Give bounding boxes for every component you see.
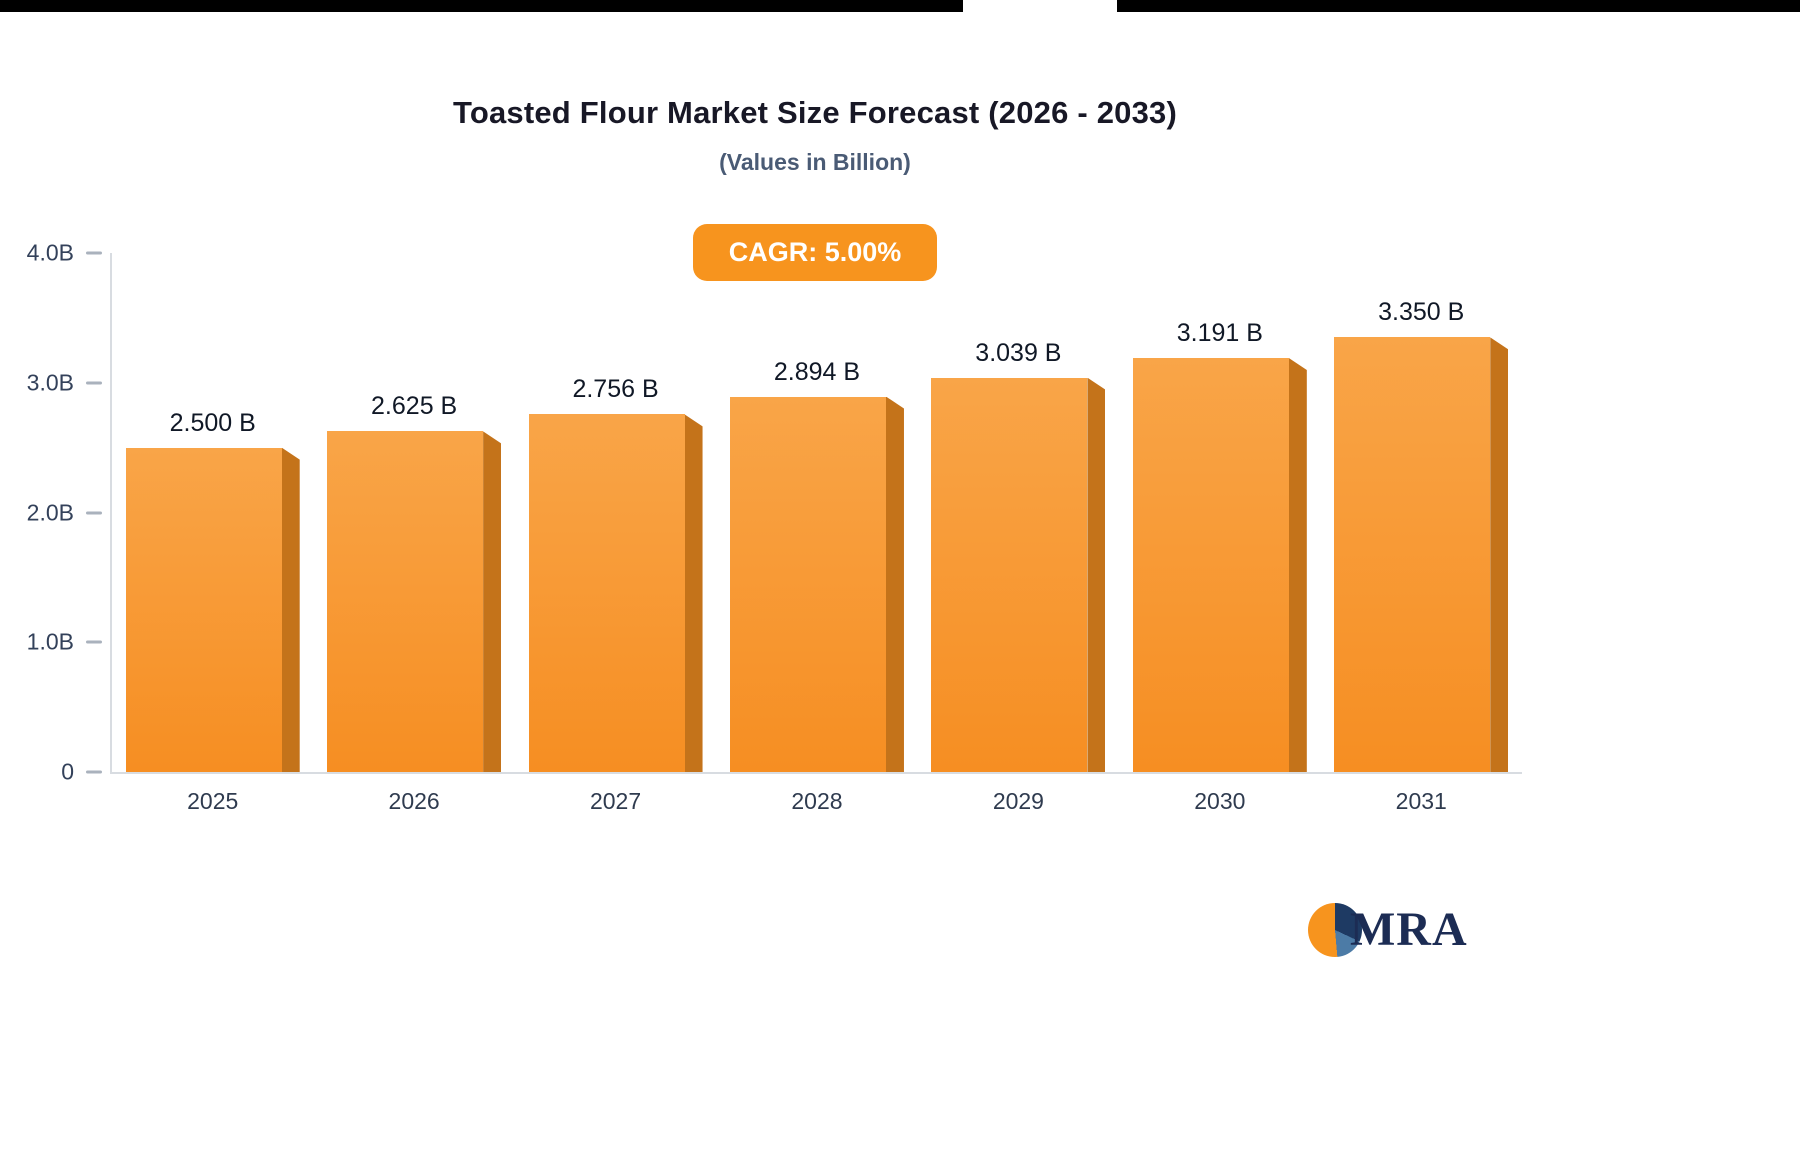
- bar-side-shadow: [1490, 337, 1509, 772]
- bar-value-label: 3.039 B: [975, 338, 1062, 367]
- bar-side-shadow: [885, 396, 904, 772]
- x-axis-label: 2030: [1194, 788, 1246, 814]
- y-tick-label: 4.0B: [26, 239, 74, 266]
- bar[interactable]: [931, 377, 1106, 772]
- pie-chart-logo-icon: [1308, 902, 1362, 957]
- bar-side-shadow: [1288, 358, 1307, 772]
- bar-value-label: 2.625 B: [371, 392, 458, 421]
- bar-face: [327, 431, 484, 772]
- bar[interactable]: [1334, 337, 1509, 772]
- bar-column: 2.500 B: [112, 253, 313, 772]
- bar-column: 2.894 B: [716, 253, 917, 772]
- brand-logo: MRA: [1308, 902, 1468, 957]
- bar-face: [125, 447, 282, 772]
- bar-column: 2.756 B: [515, 253, 716, 772]
- cagr-badge: CAGR: 5.00%: [692, 224, 938, 281]
- bar-column: 3.039 B: [918, 253, 1119, 772]
- chart-header: Toasted Flour Market Size Forecast (2026…: [110, 95, 1520, 176]
- y-tick-mark: [86, 381, 102, 385]
- bar-face: [528, 414, 685, 772]
- y-tick: 0: [61, 759, 102, 786]
- bar[interactable]: [1132, 358, 1307, 772]
- bar-face: [729, 396, 886, 772]
- bar-face: [1334, 337, 1491, 772]
- bar-side-shadow: [684, 414, 703, 772]
- bar-value-label: 2.894 B: [773, 357, 861, 386]
- page-title: Toasted Flour Market Size Forecast (2026…: [452, 95, 1177, 130]
- x-axis-label: 2028: [791, 788, 843, 814]
- bar-column: 2.625 B: [313, 253, 514, 772]
- x-axis-label: 2031: [1395, 788, 1447, 814]
- bar-face: [1132, 358, 1289, 772]
- logo-text: MRA: [1350, 903, 1468, 956]
- bar[interactable]: [327, 431, 502, 772]
- page-subtitle: (Values in Billion): [719, 149, 911, 175]
- y-tick-label: 3.0B: [26, 369, 74, 396]
- y-tick: 3.0B: [27, 369, 102, 396]
- bar-side-shadow: [1087, 377, 1106, 772]
- bar-side-shadow: [281, 447, 300, 772]
- top-window-edge-right: [1117, 0, 1800, 12]
- bars-row: 2.500 B 2.625 B 2.756 B 2.894 B 3.039 B 3.191…: [112, 253, 1522, 772]
- y-tick: 4.0B: [27, 240, 102, 267]
- y-tick: 2.0B: [27, 499, 102, 526]
- y-tick-mark: [86, 770, 102, 774]
- x-axis-label: 2029: [992, 788, 1044, 814]
- bar[interactable]: [528, 414, 703, 772]
- y-axis: 4.0B 3.0B 2.0B 1.0B 0: [0, 240, 102, 785]
- bar-side-shadow: [483, 431, 502, 772]
- y-tick-label: 2.0B: [26, 499, 74, 525]
- y-tick-label: 0: [61, 758, 74, 785]
- bar-face: [931, 377, 1088, 772]
- x-axis-label: 2027: [589, 788, 642, 814]
- bar-value-label: 2.500 B: [169, 408, 256, 437]
- bar-value-label: 2.756 B: [572, 375, 659, 404]
- bar-column: 3.191 B: [1119, 253, 1320, 772]
- bar-value-label: 3.350 B: [1378, 298, 1465, 327]
- x-axis-label: 2025: [187, 788, 239, 814]
- bar-column: 3.350 B: [1321, 253, 1522, 772]
- bar-value-label: 3.191 B: [1176, 319, 1263, 347]
- x-axis-label: 2026: [388, 788, 440, 814]
- top-window-edge-left: [0, 0, 963, 12]
- y-tick-label: 1.0B: [26, 628, 74, 655]
- y-tick-mark: [86, 511, 102, 514]
- y-tick-mark: [86, 251, 102, 255]
- y-tick-mark: [86, 640, 102, 644]
- bar[interactable]: [729, 396, 904, 772]
- x-axis-row: 2025 2026 2027 2028 2029 2030 2031: [112, 772, 1522, 815]
- y-tick: 1.0B: [27, 629, 102, 656]
- cagr-badge-wrap: CAGR: 5.00%: [110, 224, 1520, 281]
- bar[interactable]: [125, 447, 300, 772]
